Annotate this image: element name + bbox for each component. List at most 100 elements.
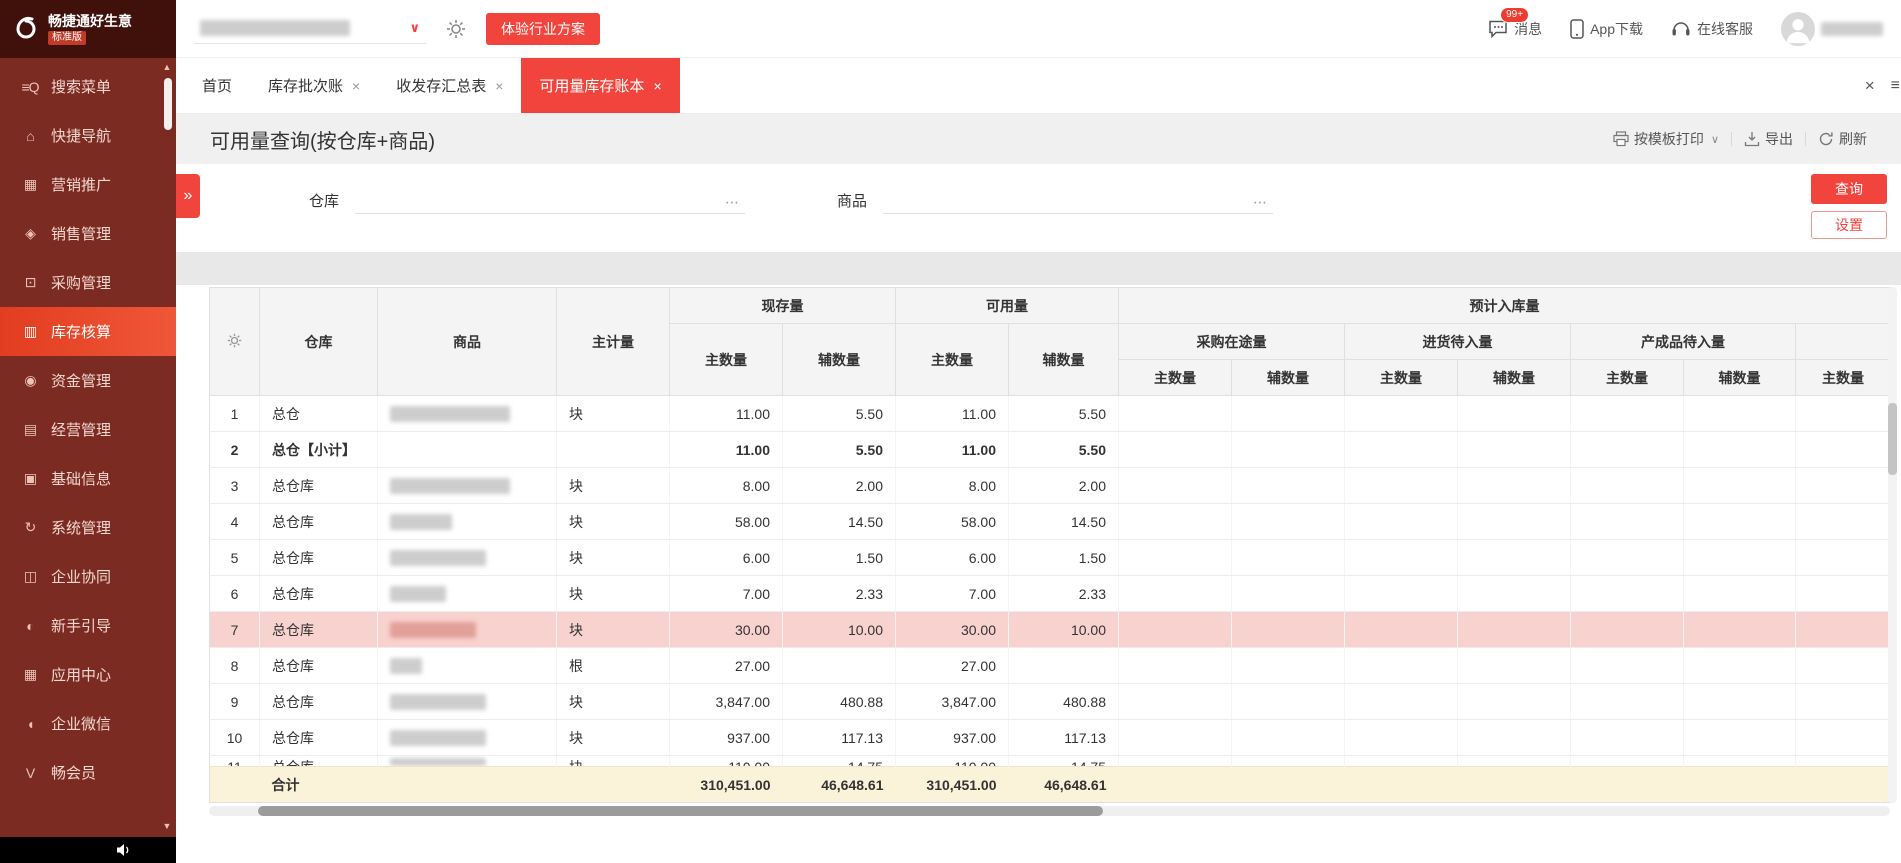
filters: 仓库 ⋯ 商品 ⋯ [176,186,1901,214]
col-header-main-qty[interactable]: 主数量 [1118,359,1232,396]
messages-button[interactable]: 99+ 消息 [1488,6,1542,39]
sidebar-item-sales[interactable]: ◈ 销售管理 [0,209,176,258]
settings-button[interactable]: 设置 [1811,211,1887,239]
sidebar-item-inventory[interactable]: ▥ 库存核算 [0,307,176,356]
table-row[interactable]: 10 总仓库块 937.00 117.13 937.00 117.13 [209,719,1892,756]
horizontal-scrollbar-thumb[interactable] [258,806,1103,816]
cell-seq: 8 [209,647,260,684]
print-by-template-button[interactable]: 按模板打印 ∨ [1613,129,1719,149]
col-header-main-qty[interactable]: 主数量 [895,323,1009,396]
online-service-button[interactable]: 在线客服 [1671,19,1753,39]
col-header-product[interactable]: 商品 [377,287,557,396]
sidebar-item-funds[interactable]: ◉ 资金管理 [0,356,176,405]
group-header-finished-pending[interactable]: 产成品待入量 [1570,323,1796,360]
table-row[interactable]: 6 总仓库块 7.00 2.33 7.00 2.33 [209,575,1892,612]
product-picker-icon[interactable]: ⋯ [1253,194,1270,210]
sidebar-item-wecom[interactable]: ◖ 企业微信 [0,699,176,748]
sidebar-item-quick-nav[interactable]: ⌂ 快捷导航 [0,111,176,160]
group-header-available[interactable]: 可用量 [895,287,1119,324]
table-row[interactable]: 5 总仓库块 6.00 1.50 6.00 1.50 [209,539,1892,576]
group-header-incoming-pending[interactable]: 进货待入量 [1344,323,1571,360]
section-gap [176,252,1901,285]
table-row[interactable]: 7 总仓库块 30.00 10.00 30.00 10.00 [209,611,1892,648]
sidebar-item-base-info[interactable]: ▣ 基础信息 [0,454,176,503]
sidebar-item-search[interactable]: ≡Q 搜索菜单 [0,62,176,111]
cell-expected-in [1118,575,1232,612]
col-header-main-qty[interactable]: 主数量 [1794,359,1892,396]
refresh-button[interactable]: 刷新 [1818,129,1867,149]
sidebar-scroll-down-icon[interactable]: ▼ [162,821,172,831]
col-header-aux-qty[interactable]: 辅数量 [1231,359,1345,396]
sidebar-item-system[interactable]: ↻ 系统管理 [0,503,176,552]
redacted-product-name [390,585,446,602]
col-header-aux-qty[interactable]: 辅数量 [1683,359,1796,396]
column-settings-button[interactable] [209,287,260,396]
col-header-main-qty[interactable]: 主数量 [1344,359,1458,396]
tab-list-icon[interactable]: ≡ [1890,77,1900,94]
sidebar-item-purchase[interactable]: ⊡ 采购管理 [0,258,176,307]
table-row[interactable]: 1 总仓块 11.00 5.50 11.00 5.50 [209,395,1892,432]
col-header-aux-qty[interactable]: 辅数量 [1008,323,1119,396]
chevron-down-icon: ∨ [1710,133,1719,146]
query-button[interactable]: 查询 [1811,174,1887,204]
warehouse-picker-icon[interactable]: ⋯ [725,194,742,210]
table-row[interactable]: 9 总仓库块 3,847.00 480.88 3,847.00 480.88 [209,683,1892,720]
sidebar-item-label: 企业微信 [51,716,112,733]
sidebar-item-member[interactable]: V 畅会员 [0,748,176,797]
table-row[interactable]: 8 总仓库根 27.00 27.00 [209,647,1892,684]
org-selector[interactable]: ∨ [194,14,426,44]
warehouse-input[interactable]: ⋯ [355,186,746,214]
col-header-warehouse[interactable]: 仓库 [259,287,378,396]
group-header-current-stock[interactable]: 现存量 [669,287,896,324]
vertical-scrollbar-thumb[interactable] [1888,403,1897,475]
user-account[interactable] [1781,11,1883,46]
cell-seq: 9 [209,683,260,720]
col-header-main-qty[interactable]: 主数量 [1570,359,1684,396]
cell-expected-in [1231,683,1345,720]
close-all-tabs-icon[interactable]: × [1864,76,1875,95]
speaker-icon[interactable] [116,843,132,857]
tab-available-stock-ledger[interactable]: 可用量库存账本 × [521,58,680,113]
tab-home[interactable]: 首页 [184,58,250,113]
group-header-expected-in[interactable]: 预计入库量 [1117,287,1892,324]
sidebar-item-operations[interactable]: ▤ 经营管理 [0,405,176,454]
trial-industry-plan-button[interactable]: 体验行业方案 [486,12,600,45]
tab-stock-batch-ledger[interactable]: 库存批次账 × [250,58,378,113]
cell-unit: 块 [556,539,670,576]
sidebar-item-marketing[interactable]: ▦ 营销推广 [0,160,176,209]
expand-filters-button[interactable]: » [176,174,200,218]
sidebar-scrollbar-thumb[interactable] [164,78,172,130]
table-row[interactable]: 2 总仓【小计】 11.00 5.50 11.00 5.50 [209,431,1892,468]
cell-seq: 10 [209,719,260,756]
sidebar-item-collaboration[interactable]: ◫ 企业协同 [0,552,176,601]
cell-expected-in [1683,719,1796,756]
sidebar-scroll-up-icon[interactable]: ▲ [162,62,172,72]
sidebar-item-app-center[interactable]: ▦ 应用中心 [0,650,176,699]
close-tab-icon[interactable]: × [352,77,361,94]
col-header-unit[interactable]: 主计量 [556,287,670,396]
col-header-aux-qty[interactable]: 辅数量 [1457,359,1571,396]
cell-avail-aux: 14.50 [1008,503,1119,540]
close-tab-icon[interactable]: × [653,77,662,94]
redacted-product-name [390,657,422,674]
close-tab-icon[interactable]: × [495,77,504,94]
cell-warehouse: 总仓库 [259,575,378,612]
col-header-aux-qty[interactable]: 辅数量 [782,323,896,396]
tab-in-out-summary[interactable]: 收发存汇总表 × [378,58,521,113]
search-icon: ≡Q [21,78,39,95]
export-button[interactable]: 导出 [1744,129,1793,149]
vertical-scrollbar [1888,287,1897,803]
total-available-main: 310,451.00 [895,766,1009,803]
table-row[interactable]: 3 总仓库块 8.00 2.00 8.00 2.00 [209,467,1892,504]
cell-expected-in [1570,503,1684,540]
gear-icon[interactable] [446,19,466,39]
col-header-main-qty[interactable]: 主数量 [669,323,783,396]
app-download-button[interactable]: App下载 [1570,18,1643,39]
headset-icon [1671,20,1691,37]
product-input[interactable]: ⋯ [883,186,1274,214]
table-row[interactable]: 4 总仓库块 58.00 14.50 58.00 14.50 [209,503,1892,540]
group-header-purchase-transit[interactable]: 采购在途量 [1118,323,1345,360]
redacted-product-name [390,621,476,638]
sidebar-item-guide[interactable]: ◐ 新手引导 [0,601,176,650]
